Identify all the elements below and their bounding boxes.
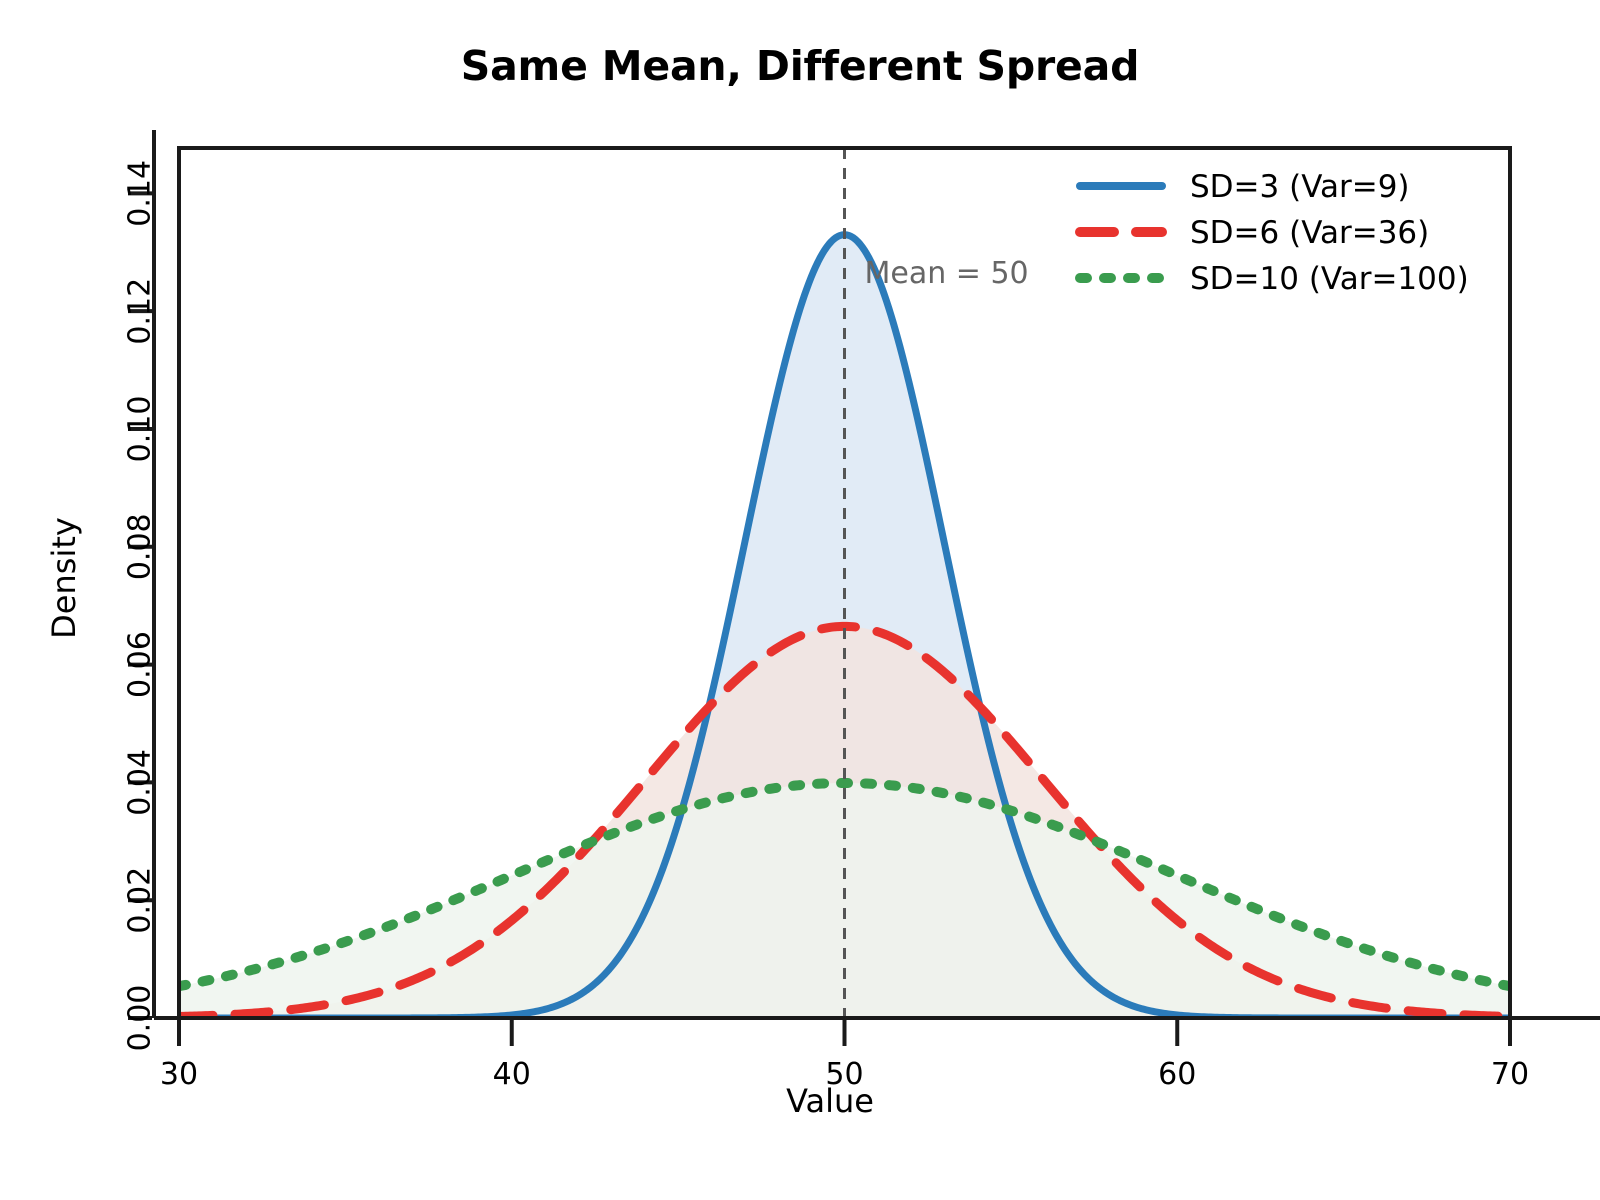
chart-title: Same Mean, Different Spread: [460, 42, 1140, 90]
legend-label-3: SD=10 (Var=100): [1190, 261, 1469, 297]
y-tick-label: 0.02: [123, 867, 158, 934]
chart-legend: SD=3 (Var=9) SD=6 (Var=36) SD=10 (Var=100): [1075, 169, 1469, 297]
series-line-3: [179, 778, 1510, 992]
x-tick-label: 70: [1491, 1057, 1529, 1092]
series-area-3: [179, 783, 1510, 1018]
x-tick-label: 40: [493, 1057, 531, 1092]
mean-annotation-label: Mean = 50: [865, 256, 1029, 291]
x-axis-ticks: 30 40 50 60 70: [160, 1020, 1529, 1092]
legend-label-1: SD=3 (Var=9): [1190, 169, 1410, 205]
x-axis-title: Value: [786, 1082, 874, 1120]
y-axis-title: Density: [45, 517, 83, 639]
series-line-2: [179, 621, 1510, 1018]
y-axis-ticks: 0.00 0.02 0.04 0.06 0.08 0.10 0.12 0.14: [123, 160, 158, 1051]
y-tick-label: 0.14: [123, 160, 158, 227]
y-tick-label: 0.08: [123, 513, 158, 580]
y-tick-label: 0.04: [123, 749, 158, 816]
y-tick-label: 0.10: [123, 396, 158, 463]
x-tick-label: 60: [1158, 1057, 1196, 1092]
legend-label-2: SD=6 (Var=36): [1190, 215, 1429, 251]
y-tick-label: 0.12: [123, 278, 158, 345]
y-tick-label: 0.06: [123, 631, 158, 698]
x-tick-label: 30: [160, 1057, 198, 1092]
x-tick-label: 50: [825, 1057, 863, 1092]
y-tick-label: 0.00: [123, 985, 158, 1052]
